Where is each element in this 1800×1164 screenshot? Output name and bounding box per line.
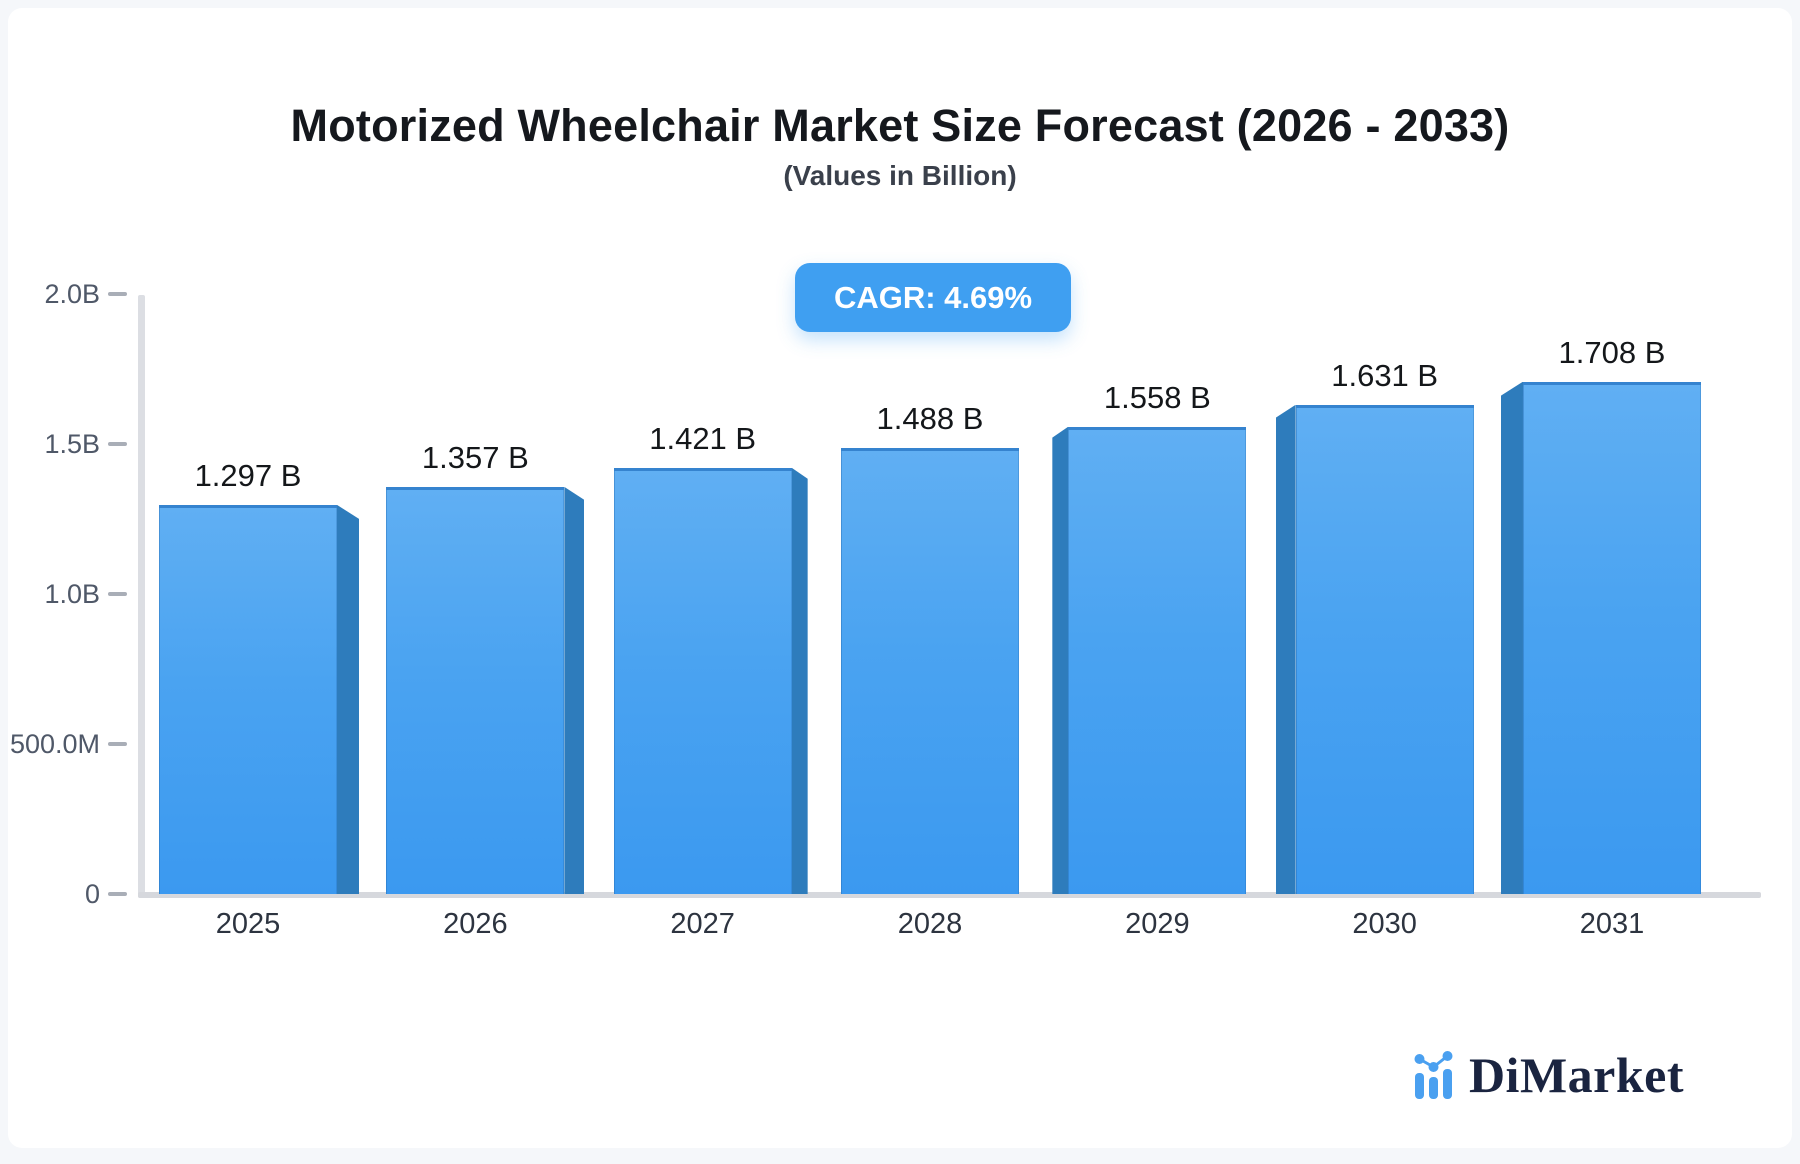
bar-front-2029 (1068, 426, 1247, 894)
chart-title: Motorized Wheelchair Market Size Forecas… (290, 100, 1510, 151)
bar-front-2028 (840, 447, 1019, 894)
bar-front-2025 (159, 504, 337, 894)
plot-area: 0 500.0M 1.0B 1.5B 2.0B 1.297 B 2025 1.357 B 202… (8, 8, 1800, 1164)
bar-value-label: 1.297 B (194, 457, 302, 493)
cagr-badge: CAGR: 4.69% (795, 263, 1071, 332)
x-axis-label: 2027 (670, 908, 735, 940)
bar-front-2027 (613, 467, 792, 894)
bar-front-2030 (1295, 404, 1474, 894)
y-tick-label: 1.5B (44, 429, 100, 459)
bar-front-2031 (1522, 381, 1701, 894)
y-tick-mark (108, 742, 127, 746)
x-axis-line (138, 892, 1761, 898)
bar-side (337, 504, 359, 894)
bar-chart-logo-icon (1414, 1051, 1453, 1099)
x-axis-label: 2028 (897, 908, 963, 940)
bar-value-label: 1.357 B (421, 439, 529, 475)
bar-side (1052, 426, 1069, 894)
bar-side (564, 486, 585, 894)
y-tick-label: 500.0M (9, 729, 100, 759)
dimarket-logo: DiMarket (1413, 1044, 1684, 1106)
y-tick-mark (108, 292, 127, 296)
x-axis-label: 2025 (215, 908, 281, 940)
bar-value-label: 1.708 B (1558, 334, 1666, 370)
chart-card: Motorized Wheelchair Market Size Forecas… (8, 8, 1792, 1148)
x-axis-label: 2031 (1579, 908, 1645, 940)
y-axis-line (138, 295, 145, 898)
bar-side (791, 467, 808, 894)
bar-value-label: 1.631 B (1331, 357, 1439, 393)
bar-value-label: 1.488 B (876, 400, 984, 436)
cagr-badge-label: CAGR: 4.69% (833, 279, 1033, 315)
bar-front-2026 (386, 486, 565, 894)
y-tick-mark (108, 892, 127, 896)
chart-subtitle: (Values in Billion) (783, 160, 1017, 191)
y-tick-mark (108, 442, 127, 446)
bar-side (1275, 404, 1296, 894)
y-tick-label: 0 (84, 879, 100, 909)
bar-value-label: 1.421 B (649, 420, 757, 456)
y-tick-label: 1.0B (44, 579, 100, 609)
bar-side (1500, 381, 1523, 894)
y-tick-mark (108, 592, 127, 596)
logo-text: DiMarket (1468, 1047, 1684, 1103)
x-axis-label: 2026 (443, 908, 508, 940)
x-axis-label: 2029 (1125, 908, 1190, 940)
y-tick-label: 2.0B (44, 279, 100, 309)
bar-value-label: 1.558 B (1103, 379, 1211, 415)
x-axis-label: 2030 (1352, 908, 1417, 940)
